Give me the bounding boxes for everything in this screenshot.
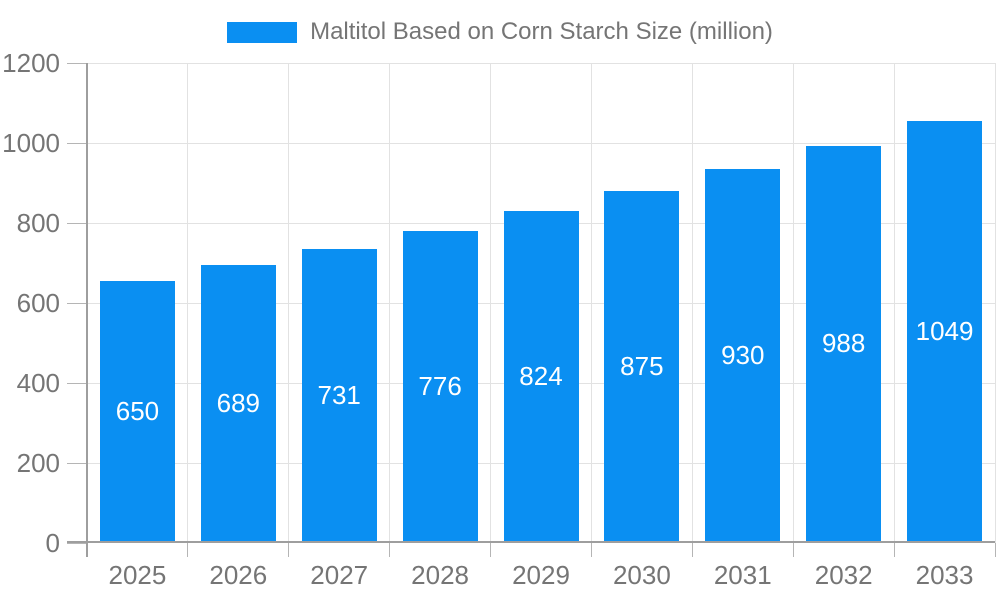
- x-tick: [389, 543, 391, 557]
- x-axis-tick-label: 2026: [209, 560, 268, 590]
- bar-2027[interactable]: 731: [301, 248, 377, 541]
- y-gridline: [87, 142, 995, 144]
- bar-2031[interactable]: 930: [705, 169, 781, 541]
- plot-area: 0 200 400 600 800 1000 1200 650 2025 689 2026 731 20…: [2, 50, 996, 590]
- x-gridline: [590, 63, 592, 543]
- x-tick: [187, 543, 189, 557]
- x-gridline: [994, 63, 996, 543]
- bar-value-label: 776: [418, 370, 462, 401]
- y-axis-tick-label: 1000: [2, 128, 60, 158]
- x-axis-tick-label: 2029: [512, 560, 570, 590]
- y-axis-tick-label: 0: [45, 528, 60, 558]
- x-tick: [288, 543, 290, 557]
- y-tick: [67, 382, 87, 384]
- x-axis-tick-label: 2030: [612, 560, 671, 590]
- x-gridline: [490, 63, 492, 543]
- bar-2026[interactable]: 689: [200, 265, 276, 541]
- x-tick: [994, 543, 996, 557]
- bar-value-label: 731: [317, 379, 361, 410]
- x-gridline: [288, 63, 290, 543]
- x-gridline: [187, 63, 189, 543]
- y-axis-tick-label: 400: [16, 368, 60, 398]
- bar-value-label: 824: [519, 361, 563, 392]
- x-axis-tick-label: 2032: [814, 560, 873, 590]
- bar-value-label: 650: [115, 396, 160, 426]
- y-axis-line: [86, 63, 88, 557]
- x-gridline: [792, 63, 794, 543]
- x-axis-tick-label: 2031: [713, 560, 772, 590]
- bar-2029[interactable]: 824: [503, 211, 579, 541]
- x-gridline: [691, 63, 693, 543]
- y-tick: [67, 142, 87, 144]
- x-axis-tick-label: 2025: [108, 560, 167, 590]
- bar-2030[interactable]: 875: [604, 191, 680, 541]
- x-axis-line: [67, 541, 995, 543]
- x-axis-tick-label: 2033: [915, 560, 974, 590]
- y-tick: [67, 302, 87, 304]
- x-tick: [792, 543, 794, 557]
- bar-value-label: 1049: [915, 316, 974, 347]
- bar-value-label: 930: [721, 340, 765, 370]
- y-tick: [67, 222, 87, 224]
- y-tick: [67, 62, 87, 64]
- bar-value-label: 988: [821, 328, 866, 359]
- y-axis-tick-label: 1200: [2, 48, 60, 78]
- y-axis-tick-label: 800: [16, 208, 60, 238]
- x-tick: [490, 543, 492, 557]
- x-axis-tick-label: 2028: [411, 560, 470, 590]
- y-tick: [67, 462, 87, 464]
- bar-2032[interactable]: 988: [806, 145, 882, 541]
- bar-2028[interactable]: 776: [402, 230, 478, 541]
- y-gridline: [87, 62, 995, 64]
- legend[interactable]: Maltitol Based on Corn Starch Size (mill…: [0, 18, 1000, 46]
- bar-2033[interactable]: 1049: [907, 121, 983, 541]
- legend-swatch-icon: [227, 21, 298, 43]
- bar-2025[interactable]: 650: [99, 281, 175, 541]
- y-axis-tick-label: 600: [16, 288, 60, 318]
- y-tick: [67, 542, 87, 544]
- x-axis-tick-label: 2027: [310, 560, 369, 590]
- x-gridline: [389, 63, 391, 543]
- x-tick: [893, 543, 895, 557]
- bar-value-label: 875: [620, 351, 664, 381]
- x-tick: [691, 543, 693, 557]
- y-axis-tick-label: 200: [16, 448, 60, 478]
- x-tick: [590, 543, 592, 557]
- legend-label: Maltitol Based on Corn Starch Size (mill…: [310, 18, 773, 45]
- bar-value-label: 689: [216, 388, 261, 419]
- x-gridline: [893, 63, 895, 543]
